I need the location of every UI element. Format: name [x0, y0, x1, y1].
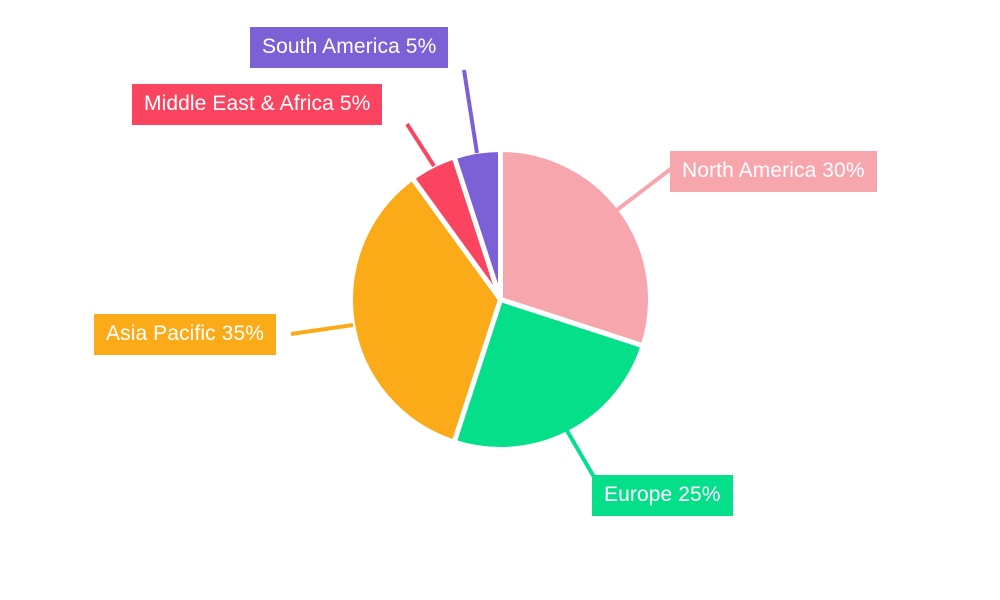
leader-line-north-america — [611, 166, 674, 215]
leader-line-south-america — [462, 69, 479, 154]
slice-label-north-america[interactable]: North America 30% — [670, 151, 877, 192]
slice-label-middle-east-africa[interactable]: Middle East & Africa 5% — [132, 84, 383, 125]
slice-label-south-america[interactable]: South America 5% — [250, 27, 449, 68]
leader-line-asia-pacific — [290, 323, 354, 336]
leader-line-middle-east-africa — [405, 122, 436, 168]
pie-leader-lines — [290, 69, 674, 479]
leader-line-europe — [564, 427, 596, 479]
pie-wedges — [348, 147, 653, 452]
slice-label-europe[interactable]: Europe 25% — [592, 475, 733, 516]
pie-slice-north-america[interactable] — [498, 147, 653, 349]
pie-slice-asia-pacific[interactable] — [348, 175, 503, 445]
slice-label-asia-pacific[interactable]: Asia Pacific 35% — [94, 314, 277, 355]
